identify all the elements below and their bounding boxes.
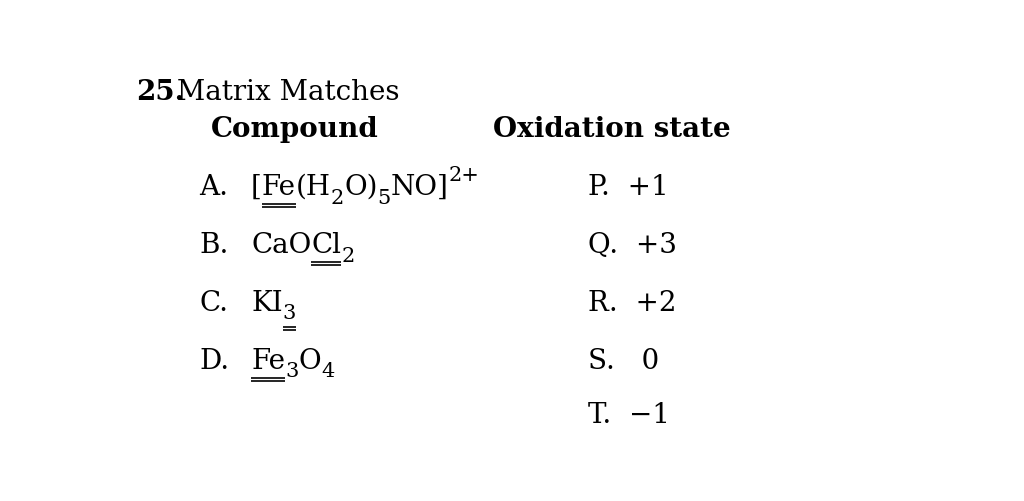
Text: Fe: Fe [251,348,285,375]
Text: O: O [298,348,321,375]
Text: R.  +2: R. +2 [588,290,677,317]
Text: NO]: NO] [391,174,449,201]
Text: Cl: Cl [311,232,341,259]
Text: CaO: CaO [251,232,311,259]
Text: KI: KI [251,290,283,317]
Text: Q.  +3: Q. +3 [588,232,677,259]
Text: Oxidation state: Oxidation state [494,116,731,143]
Text: 25.: 25. [136,80,184,106]
Text: A.: A. [200,174,228,201]
Text: C.: C. [200,290,228,317]
Text: 2: 2 [331,189,344,208]
Text: 3: 3 [283,305,296,324]
Text: 4: 4 [321,362,334,381]
Text: P.  +1: P. +1 [588,174,669,201]
Text: O): O) [344,174,378,201]
Text: Compound: Compound [211,116,379,143]
Text: T.  −1: T. −1 [588,401,671,428]
Text: (H: (H [296,174,331,201]
Text: 2: 2 [341,246,354,266]
Text: [: [ [251,174,262,201]
Text: 2+: 2+ [449,166,479,185]
Text: B.: B. [200,232,228,259]
Text: 3: 3 [285,362,298,381]
Text: S.   0: S. 0 [588,348,659,375]
Text: Matrix Matches: Matrix Matches [168,80,399,106]
Text: D.: D. [200,348,229,375]
Text: 5: 5 [378,189,391,208]
Text: Fe: Fe [262,174,296,201]
